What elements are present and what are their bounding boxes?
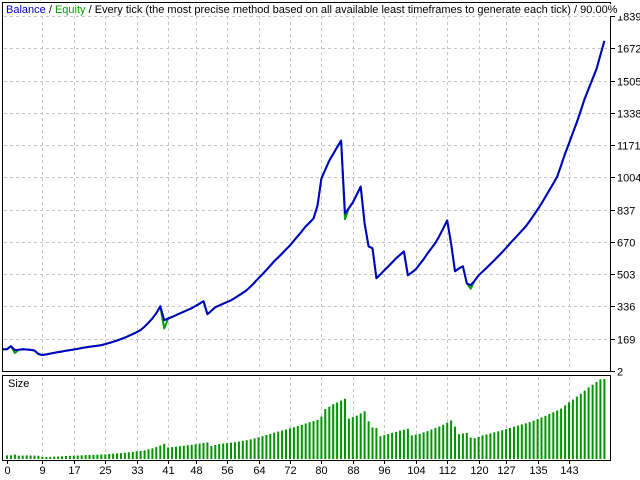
size-bars	[6, 379, 606, 460]
svg-text:80: 80	[315, 465, 327, 477]
svg-text:120: 120	[470, 465, 488, 477]
svg-text:503: 503	[617, 270, 635, 282]
svg-text:104: 104	[407, 465, 425, 477]
svg-text:0: 0	[4, 465, 10, 477]
svg-text:88: 88	[347, 465, 359, 477]
header-model-description: Every tick (the most precise method base…	[94, 4, 571, 16]
svg-text:1672: 1672	[617, 44, 640, 56]
y-axis: 1839 1672 1505 1338 1171 1004 837 670 503 336 169 2	[611, 12, 640, 379]
size-panel-label: Size	[8, 378, 33, 390]
svg-text:143: 143	[560, 465, 578, 477]
svg-text:64: 64	[253, 465, 265, 477]
svg-text:56: 56	[221, 465, 233, 477]
svg-text:1171: 1171	[617, 141, 640, 153]
header-equity-label: Equity	[54, 4, 86, 16]
svg-text:41: 41	[162, 465, 174, 477]
header-modelling-quality: 90.00%	[580, 4, 618, 16]
graph-header: Balance / Equity / Every tick (the most …	[6, 4, 622, 16]
svg-text:33: 33	[131, 465, 143, 477]
main-panel-frame	[2, 2, 611, 372]
header-separator-2: /	[85, 4, 95, 16]
svg-text:48: 48	[190, 465, 202, 477]
svg-text:1004: 1004	[617, 173, 640, 185]
svg-text:17: 17	[68, 465, 80, 477]
svg-text:837: 837	[617, 206, 635, 218]
x-axis: 0 9 17 25 33 41 48 56 64 72 80 88 96 104 112 120 127 135 1…	[4, 461, 579, 477]
svg-text:2: 2	[617, 367, 623, 379]
svg-text:670: 670	[617, 238, 635, 250]
header-balance-label: Balance	[6, 4, 46, 16]
svg-text:1338: 1338	[617, 109, 640, 121]
svg-text:1839: 1839	[617, 12, 640, 24]
svg-text:336: 336	[617, 302, 635, 314]
svg-text:1505: 1505	[617, 77, 640, 89]
grid-vertical	[42, 4, 570, 459]
header-separator-1: /	[45, 4, 55, 16]
svg-text:112: 112	[439, 465, 457, 477]
svg-text:9: 9	[39, 465, 45, 477]
size-panel-frame	[2, 375, 611, 461]
svg-text:169: 169	[617, 335, 635, 347]
svg-text:96: 96	[378, 465, 390, 477]
svg-text:135: 135	[529, 465, 547, 477]
balance-line	[3, 40, 606, 356]
svg-text:127: 127	[497, 465, 515, 477]
svg-text:72: 72	[284, 465, 296, 477]
svg-text:25: 25	[99, 465, 111, 477]
header-separator-3: /	[570, 4, 581, 16]
